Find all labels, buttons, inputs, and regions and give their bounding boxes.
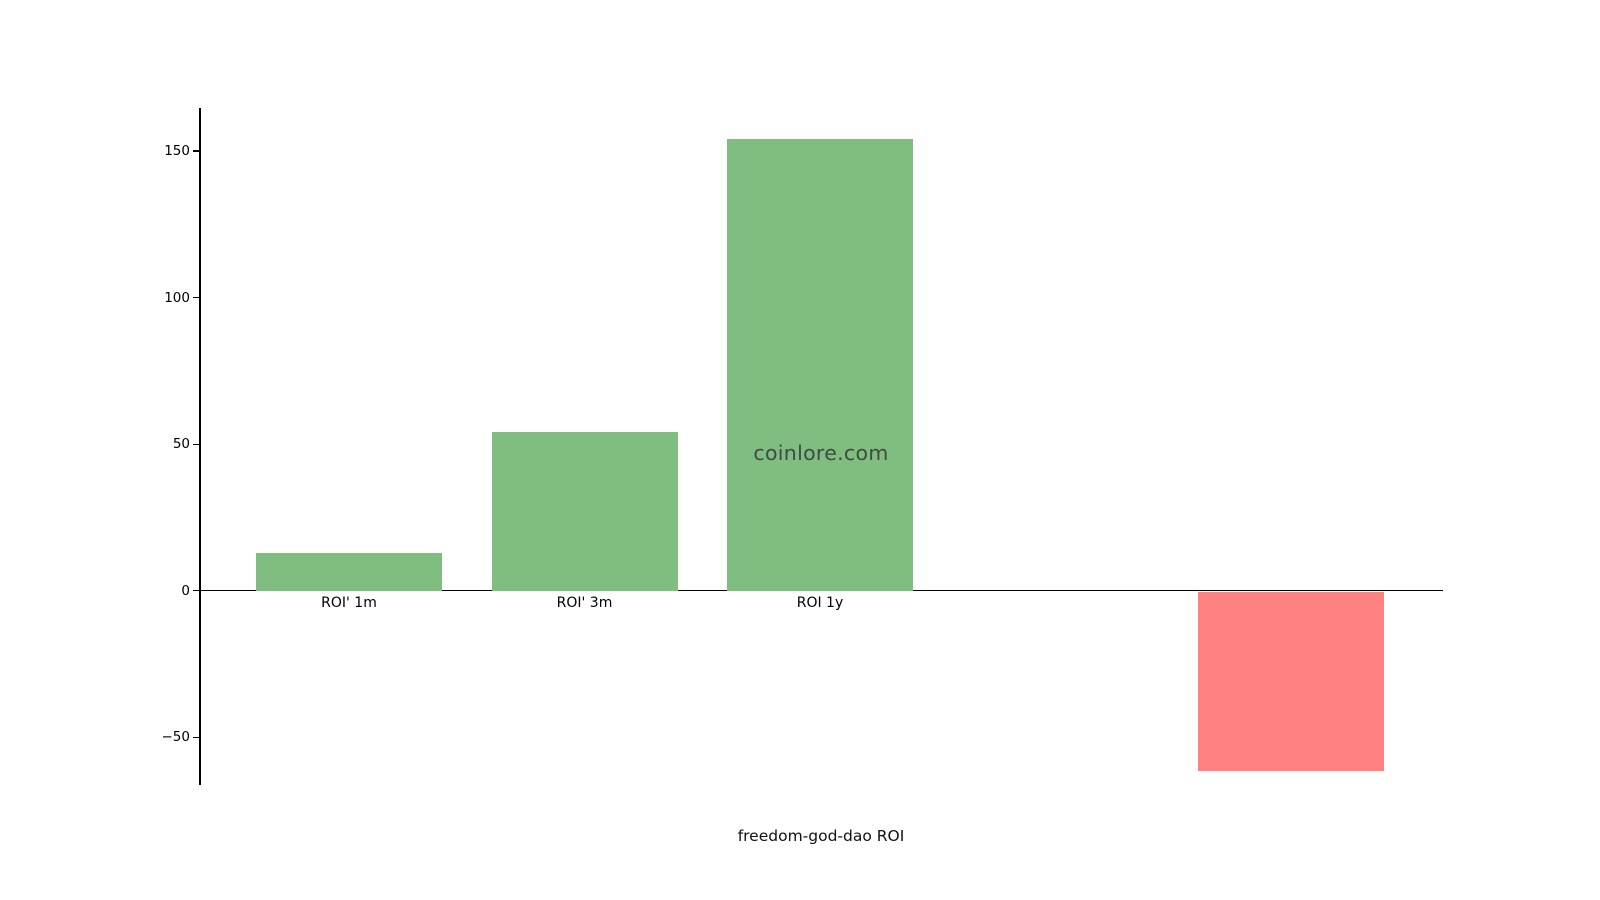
y-tick-label: −50 [161, 729, 191, 746]
watermark-text: coinlore.com [753, 441, 889, 465]
y-tick-label: 50 [172, 436, 190, 453]
y-tick-mark [193, 736, 199, 739]
y-tick-mark [193, 296, 199, 299]
x-axis-zero-line [199, 590, 1443, 592]
y-tick-label: 100 [164, 289, 190, 306]
x-tick-label: ROI' 3m [556, 594, 613, 611]
x-tick-label: ROI 1y [796, 594, 844, 611]
bar-positive [727, 139, 913, 591]
y-tick-mark [193, 150, 199, 152]
x-tick-label: ROI' 1m [321, 594, 377, 611]
chart-title: freedom-god-dao ROI [737, 827, 905, 845]
bar-positive [491, 432, 678, 591]
y-tick-label: 150 [164, 143, 190, 159]
y-tick-mark [193, 590, 199, 592]
y-tick-label: 0 [181, 582, 190, 599]
bar-positive [256, 552, 442, 591]
y-tick-mark [193, 443, 199, 445]
y-axis-spine [199, 108, 201, 785]
bar-negative [1198, 592, 1384, 771]
